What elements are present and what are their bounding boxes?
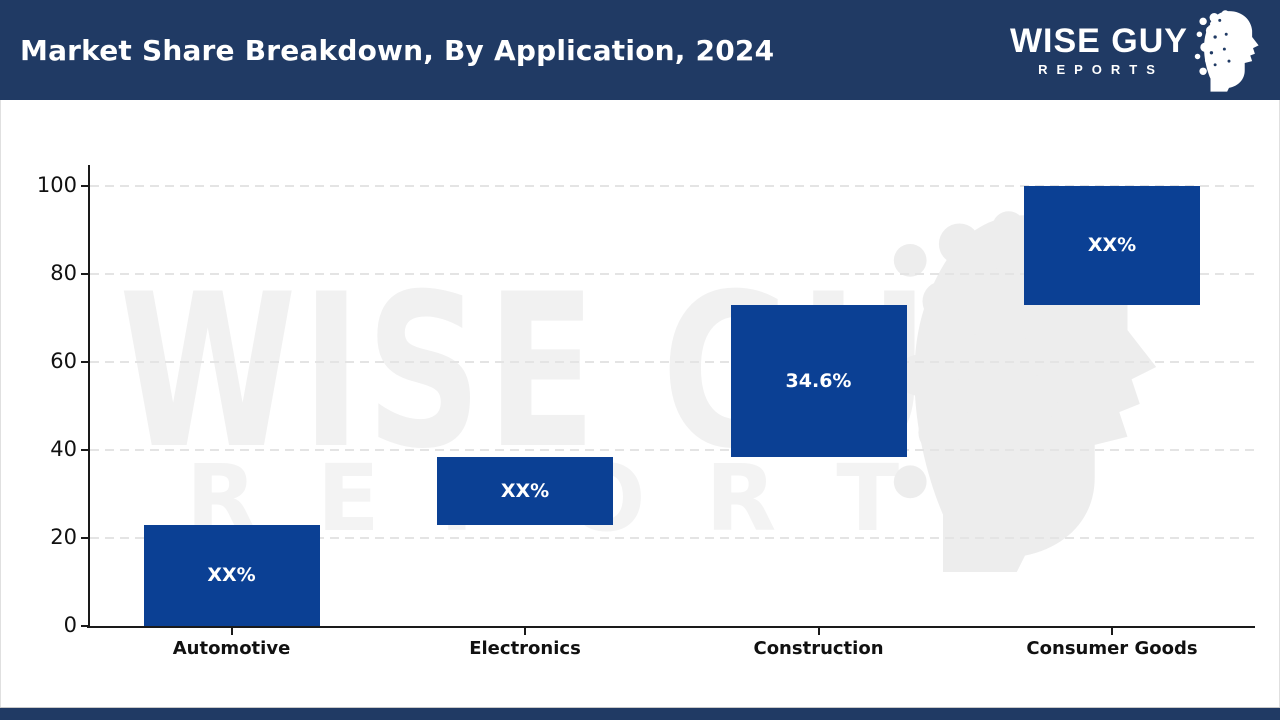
bar-value-label: XX% [207, 564, 256, 587]
x-axis-tick [817, 628, 820, 635]
brand-logo: WISE GUY REPORTS [1010, 8, 1266, 92]
category-label: Automotive [172, 638, 291, 659]
bar-automotive: XX% [143, 524, 320, 626]
y-tick-label: 80 [50, 261, 77, 285]
footer-bar [0, 708, 1280, 720]
y-tick-label: 20 [50, 525, 77, 549]
category-label: Construction [753, 638, 884, 659]
footer-divider [0, 707, 1280, 708]
x-axis [87, 626, 1255, 628]
y-axis-tick [81, 185, 88, 187]
bar-value-label: 34.6% [785, 369, 852, 392]
gridline [90, 273, 1254, 275]
bar-value-label: XX% [1087, 234, 1137, 257]
logo-wordmark-line1: WISE GUY [1009, 21, 1188, 60]
bar-construction: 34.6% [730, 304, 907, 458]
y-tick-label: 100 [36, 173, 77, 197]
y-axis-tick [81, 273, 88, 275]
y-tick-label: 0 [63, 613, 77, 637]
header-bar: Market Share Breakdown, By Application, … [0, 0, 1280, 100]
gridline [90, 361, 1254, 363]
gridline [90, 537, 1254, 539]
y-axis-tick [81, 537, 88, 539]
x-axis-tick [1111, 628, 1113, 635]
gridline [90, 185, 1254, 187]
logo-wordmark: WISE GUY REPORTS [1010, 24, 1188, 77]
y-axis-tick [81, 361, 88, 363]
page-title: Market Share Breakdown, By Application, … [20, 33, 775, 67]
category-label: Consumer Goods [1026, 638, 1198, 659]
y-tick-label: 40 [50, 437, 77, 461]
y-axis-tick [81, 449, 88, 451]
x-axis-tick [524, 628, 526, 635]
category-label: Electronics [469, 638, 581, 659]
logo-head-gaps [1207, 18, 1231, 67]
y-axis [88, 165, 90, 628]
gridline [90, 449, 1254, 451]
y-tick-label: 60 [50, 349, 77, 373]
y-axis-tick [81, 625, 88, 627]
logo-head-icon [1194, 10, 1259, 92]
bar-consumer-goods: XX% [1024, 186, 1200, 305]
bar-value-label: XX% [500, 479, 550, 502]
x-axis-tick [230, 628, 233, 635]
bar-electronics: XX% [437, 457, 613, 525]
logo-wordmark-line2: REPORTS [1038, 61, 1164, 77]
chart-area: WISE GUY R E P O R T S 020406080100XX%Au… [0, 100, 1280, 708]
